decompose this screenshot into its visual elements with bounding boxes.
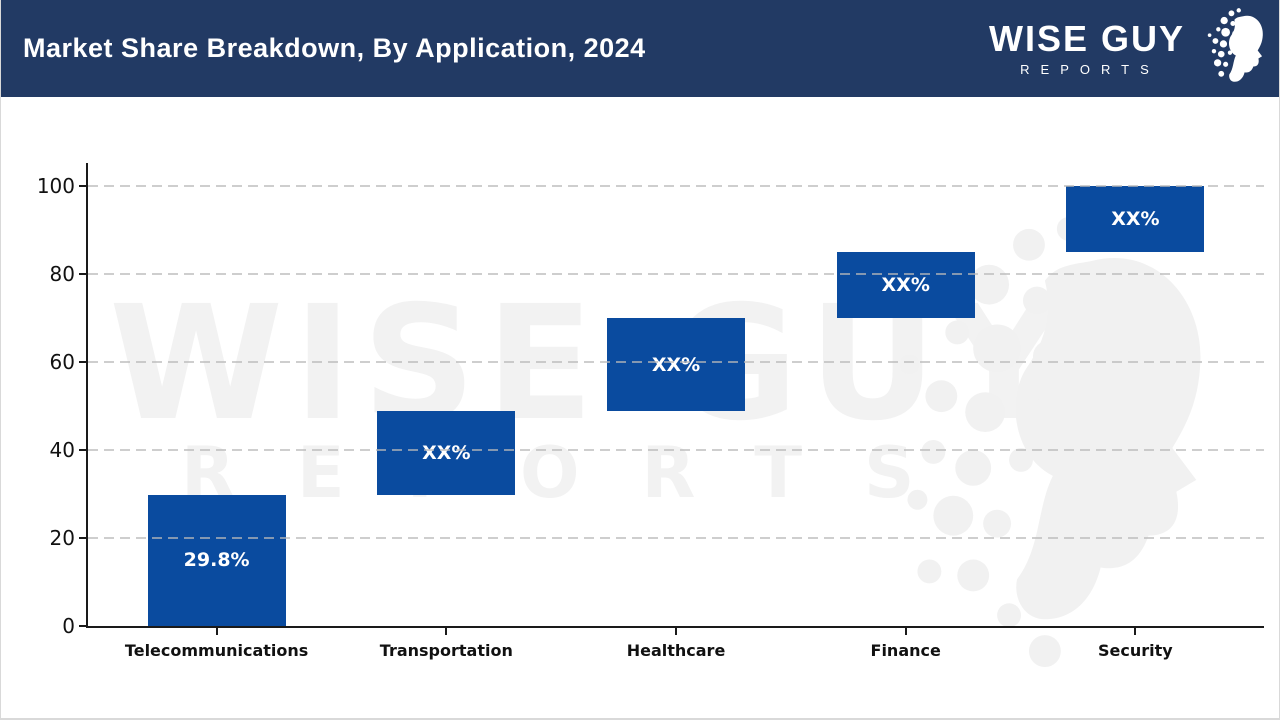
y-tick-label-100: 100 [36, 174, 75, 198]
bar-value-label: XX% [422, 442, 471, 465]
bar-security: XX% [1066, 186, 1205, 252]
logo-face-profile-dots-icon [1207, 7, 1263, 82]
bar-transportation: XX% [377, 411, 516, 495]
header-bar: Market Share Breakdown, By Application, … [1, 0, 1279, 97]
bar-value-label: XX% [881, 274, 930, 296]
gridline-y-60 [88, 361, 1264, 363]
y-tick-mark-0 [79, 625, 86, 627]
gridline-y-20 [88, 537, 1264, 539]
y-tick-mark-40 [79, 449, 86, 451]
x-category-label-healthcare: Healthcare [626, 641, 726, 660]
bar-value-label: 29.8% [183, 549, 250, 572]
bar-finance: XX% [836, 252, 975, 318]
y-tick-label-80: 80 [49, 262, 75, 286]
x-tick-mark-2 [675, 628, 677, 635]
brand-name: WISE GUY [988, 17, 1185, 59]
x-category-label-transportation: Transportation [379, 641, 513, 660]
x-category-label-finance: Finance [870, 641, 941, 660]
y-tick-mark-80 [79, 273, 86, 275]
y-axis-line [86, 163, 88, 628]
y-tick-label-20: 20 [49, 526, 75, 550]
x-tick-mark-0 [215, 628, 218, 635]
page-title: Market Share Breakdown, By Application, … [23, 33, 646, 63]
brand-logo: WISE GUY REPORTS [989, 6, 1273, 92]
bar-value-label: XX% [1111, 208, 1160, 230]
y-tick-mark-100 [79, 185, 86, 187]
gridline-y-100 [88, 185, 1264, 187]
x-tick-mark-3 [904, 628, 907, 635]
x-category-label-security: Security [1098, 641, 1173, 660]
y-tick-label-60: 60 [49, 350, 75, 374]
y-tick-mark-20 [79, 537, 86, 539]
brand-subname: REPORTS [1020, 61, 1160, 77]
bar-telecommunications: 29.8% [147, 494, 286, 626]
gridline-y-80 [88, 273, 1264, 275]
y-tick-mark-60 [79, 361, 86, 363]
x-tick-mark-1 [445, 628, 448, 635]
bar-healthcare: XX% [607, 318, 745, 412]
x-tick-mark-4 [1134, 628, 1137, 635]
x-axis-line [86, 626, 1264, 628]
bar-value-label: XX% [651, 353, 701, 376]
y-tick-label-40: 40 [49, 438, 75, 462]
y-tick-label-0: 0 [62, 614, 75, 638]
brand-logo-text: WISE GUY REPORTS [988, 17, 1185, 77]
gridline-y-40 [88, 449, 1264, 451]
x-category-label-telecommunications: Telecommunications [124, 641, 309, 660]
